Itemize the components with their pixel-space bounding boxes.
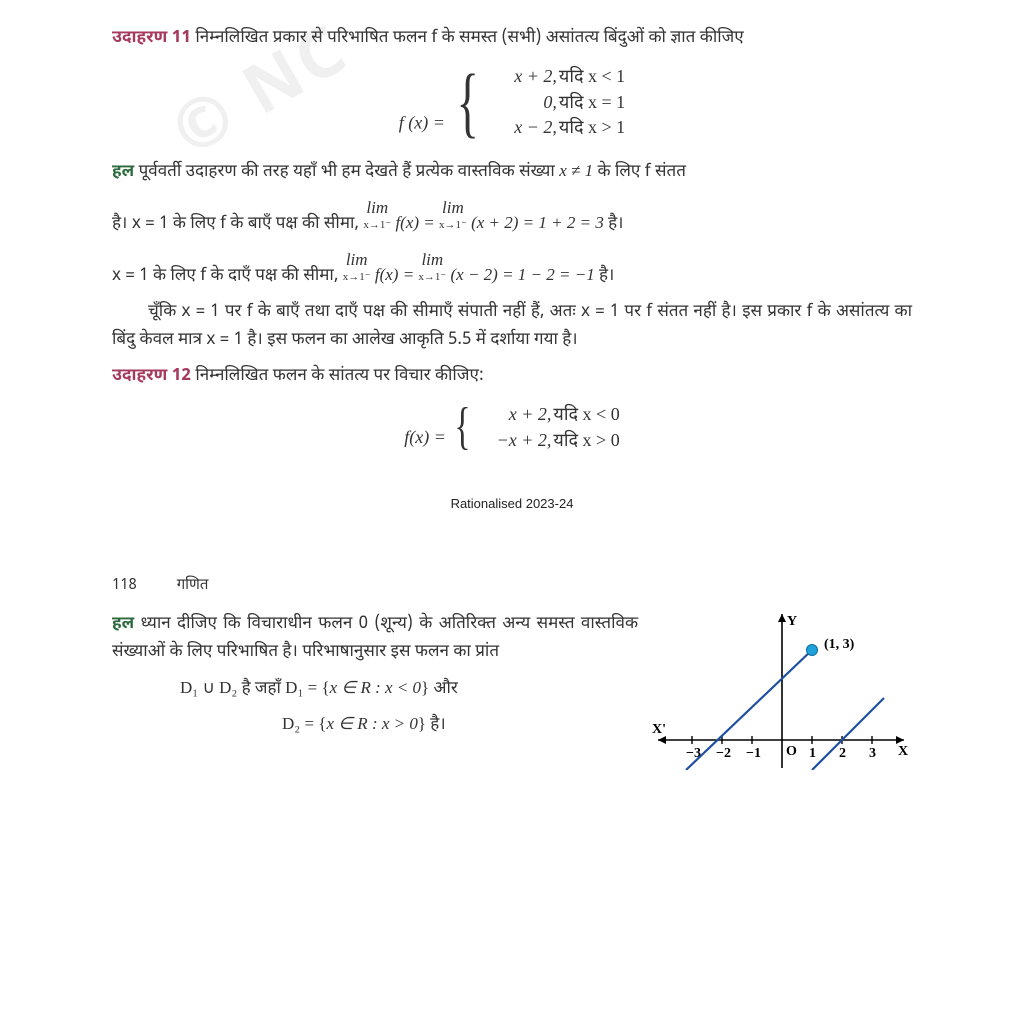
case12-1-cond: यदि x < 0 xyxy=(553,404,619,426)
fn-lhs-11: f (x) = xyxy=(399,112,445,132)
sol11-p3a: x = 1 के लिए f के दाएँ पक्ष की सीमा, xyxy=(112,265,343,287)
example-11-label: उदाहरण 11 xyxy=(112,27,191,49)
rationalised-footer: Rationalised 2023-24 xyxy=(112,493,912,514)
d-line2-a: D₂ = { xyxy=(282,714,326,733)
case11-3-expr: x − 2, xyxy=(493,117,559,139)
content: उदाहरण 11 निम्नलिखित प्रकार से परिभाषित … xyxy=(112,24,912,770)
page-number-line: 118 गणित xyxy=(112,575,912,600)
example-11-heading: उदाहरण 11 निम्नलिखित प्रकार से परिभाषित … xyxy=(112,24,912,52)
sol11-p1b: के लिए f संतत xyxy=(598,161,686,183)
subject-label: गणित xyxy=(177,577,209,596)
tick-neg2: −2 xyxy=(716,746,731,761)
solution-11-p1: हल पूर्ववर्ती उदाहरण की तरह यहाँ भी हम द… xyxy=(112,157,912,186)
case11-1-cond: यदि x < 1 xyxy=(559,66,625,88)
solution-12-p1: हल ध्यान दीजिए कि विचाराधीन फलन 0 (शून्य… xyxy=(112,610,638,666)
case12-2-cond: यदि x > 0 xyxy=(553,430,619,452)
d-line1-a: D₁ ∪ D₂ है जहाँ D₁ = { xyxy=(180,678,330,697)
sol11-p1a: पूर्ववर्ती उदाहरण की तरह यहाँ भी हम देखत… xyxy=(139,161,560,183)
case11-3-cond: यदि x > 1 xyxy=(559,117,625,139)
tick-neg1: −1 xyxy=(746,746,761,761)
solution-12-label: हल xyxy=(112,613,134,635)
d-line2-math: x ∈ R : x > 0 xyxy=(326,714,417,733)
case11-1-expr: x + 2, xyxy=(493,66,559,88)
sol12-text: ध्यान दीजिए कि विचाराधीन फलन 0 (शून्य) क… xyxy=(112,613,638,663)
sol11-p2a: है। x = 1 के लिए f के बाएँ पक्ष की सीमा, xyxy=(112,213,363,235)
solution-11-p2: है। x = 1 के लिए f के बाएँ पक्ष की सीमा,… xyxy=(112,194,912,238)
sol11-p1-math: x ≠ 1 xyxy=(559,161,593,180)
case12-2-expr: −x + 2, xyxy=(479,430,553,452)
brace-icon: { xyxy=(457,67,479,137)
example-12-heading: उदाहरण 12 निम्नलिखित फलन के सांतत्य पर व… xyxy=(112,362,912,390)
point-label: (1, 3) xyxy=(824,637,855,652)
example-11-function: f (x) = { x + 2,यदि x < 1 0,यदि x = 1 x … xyxy=(112,66,912,139)
sol11-p2b: है। xyxy=(608,213,623,235)
lim-sub-1: x→1⁻ xyxy=(363,220,391,231)
tick-2: 2 xyxy=(839,746,846,761)
x-axis-neg-label: X' xyxy=(652,722,666,737)
example-11-text: निम्नलिखित प्रकार से परिभाषित फलन f के स… xyxy=(195,27,743,49)
example-12-label: उदाहरण 12 xyxy=(112,365,191,387)
page-number: 118 xyxy=(112,577,137,596)
domain-line1: D₁ ∪ D₂ है जहाँ D₁ = {x ∈ R : x < 0} और xyxy=(180,674,638,702)
case12-1-expr: x + 2, xyxy=(479,404,553,426)
lim-sub-2: x→1⁻ xyxy=(439,220,467,231)
case11-2-cond: यदि x = 1 xyxy=(559,92,625,114)
d-line2-b: } है। xyxy=(418,714,446,733)
y-axis-label: Y xyxy=(787,614,797,629)
lim-sub-4: x→1⁻ xyxy=(418,272,446,283)
solution-11-p4: चूँकि x = 1 पर f के बाएँ तथा दाएँ पक्ष क… xyxy=(112,298,912,354)
figure-5-5-partial: −3 −2 −1 1 2 3 O Y X X' xyxy=(652,610,912,770)
case11-2-expr: 0, xyxy=(493,92,559,114)
example-12-text: निम्नलिखित फलन के सांतत्य पर विचार कीजिए… xyxy=(195,365,483,387)
solution-11-p3: x = 1 के लिए f के दाएँ पक्ष की सीमा, lim… xyxy=(112,246,912,290)
sol11-p3b: है। xyxy=(599,265,614,287)
example-12-function: f(x) = { x + 2,यदि x < 0 −x + 2,यदि x > … xyxy=(112,404,912,451)
domain-line2: D₂ = {x ∈ R : x > 0} है। xyxy=(282,710,638,738)
x-axis-label: X xyxy=(898,744,908,759)
solution-11-label: हल xyxy=(112,161,134,183)
lim-sub-3: x→1⁻ xyxy=(343,272,371,283)
d-line1-math: x ∈ R : x < 0 xyxy=(330,678,421,697)
tick-3: 3 xyxy=(869,746,876,761)
fn-lhs-12: f(x) = xyxy=(404,427,446,447)
brace-icon-2: { xyxy=(455,404,471,451)
d-line1-b: } और xyxy=(421,678,458,697)
tick-1: 1 xyxy=(809,746,816,761)
origin-label: O xyxy=(786,744,797,759)
